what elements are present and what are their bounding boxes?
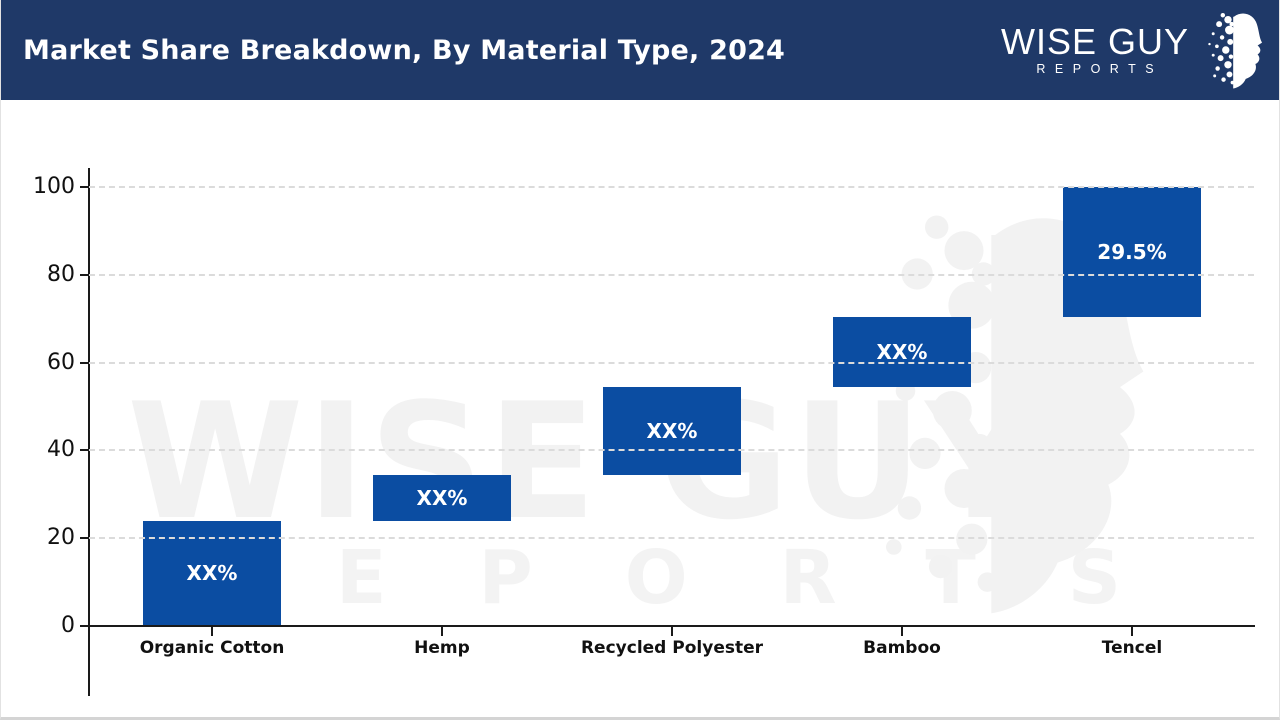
- x-axis-tick: [211, 627, 213, 636]
- logo-wordmark-line2: REPORTS: [1036, 62, 1164, 76]
- y-axis-tick: [80, 449, 89, 452]
- y-axis-tick-label: 60: [47, 349, 75, 375]
- x-axis-tick: [441, 627, 443, 636]
- bar-bamboo: XX%: [833, 316, 971, 387]
- x-axis-tick: [671, 627, 673, 636]
- y-axis-tick: [80, 361, 89, 364]
- header-bar: Market Share Breakdown, By Material Type…: [1, 0, 1279, 100]
- logo-face-icon: [1191, 8, 1265, 92]
- y-axis-tick: [80, 625, 89, 627]
- gridline: [89, 186, 1254, 188]
- x-axis-category-label: Organic Cotton: [139, 638, 285, 658]
- bar-value-label: 29.5%: [1097, 239, 1167, 264]
- x-axis-line: [88, 625, 1255, 627]
- gridline: [89, 273, 1254, 276]
- bar-tencel: 29.5%: [1063, 187, 1201, 317]
- y-axis-tick-label: 80: [47, 261, 75, 287]
- bar-value-label: XX%: [416, 485, 468, 510]
- y-axis-tick-label: 100: [33, 174, 75, 199]
- gridline: [89, 449, 1254, 452]
- x-axis-tick: [901, 627, 903, 636]
- bar-value-label: XX%: [646, 418, 698, 443]
- bar-value-label: XX%: [186, 561, 238, 586]
- x-axis-category-label: Tencel: [1101, 638, 1163, 658]
- brand-logo: WISE GUY REPORTS: [1001, 8, 1265, 92]
- gridline: [89, 361, 1254, 364]
- chart-area: WISE GUY REPORTS 0 20 40 60 80 100 XX% Organic …: [1, 100, 1279, 717]
- x-axis-category-label: Bamboo: [863, 638, 941, 658]
- y-axis-tick-label: 0: [61, 613, 75, 638]
- bar-hemp: XX%: [373, 474, 511, 521]
- watermark-text-line1: WISE GUY: [127, 368, 1045, 555]
- y-axis-tick: [80, 186, 89, 188]
- y-axis-tick: [80, 537, 89, 540]
- y-axis-tick-label: 20: [47, 525, 75, 551]
- y-axis-tick: [80, 273, 89, 276]
- logo-wordmark: WISE GUY REPORTS: [1001, 23, 1189, 77]
- x-axis-category-label: Hemp: [414, 638, 470, 658]
- x-axis-tick: [1131, 627, 1133, 636]
- logo-wordmark-line1: WISE GUY: [1000, 21, 1189, 62]
- bar-recycled-polyester: XX%: [603, 386, 741, 475]
- page-title: Market Share Breakdown, By Material Type…: [23, 34, 786, 66]
- bar-value-label: XX%: [876, 339, 928, 364]
- gridline: [89, 537, 1254, 540]
- x-axis-category-label: Recycled Polyester: [580, 638, 764, 658]
- y-axis-line: [88, 168, 90, 696]
- y-axis-tick-label: 40: [47, 437, 75, 463]
